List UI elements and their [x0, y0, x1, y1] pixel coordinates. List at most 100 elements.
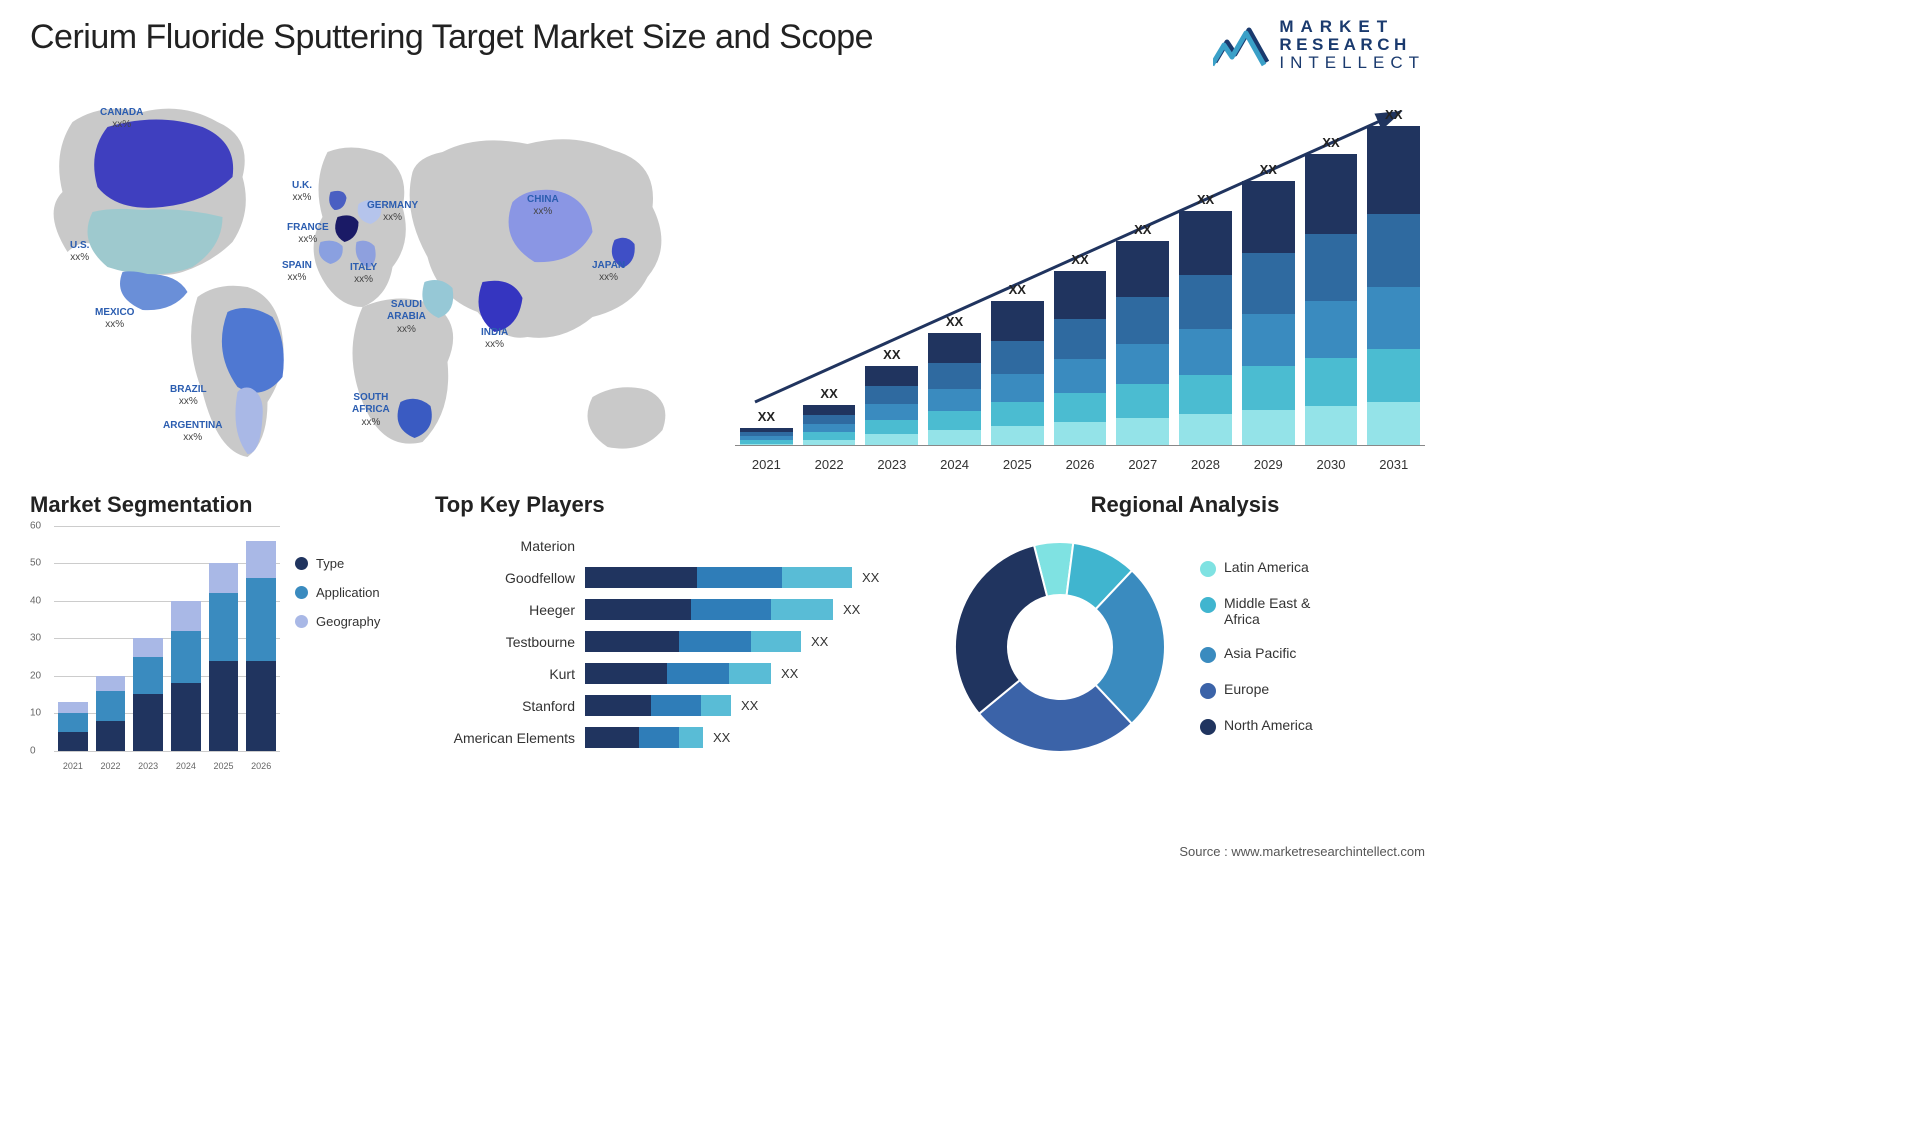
player-row: TestbourneXX: [435, 626, 925, 658]
regional-legend-item: Middle East &Africa: [1200, 595, 1313, 627]
forecast-bar: XX: [991, 282, 1044, 446]
seg-ytick: 20: [30, 670, 41, 681]
player-value: XX: [741, 698, 758, 713]
forecast-year-label: 2027: [1116, 457, 1169, 472]
seg-bar: [58, 702, 88, 751]
regional-legend-item: Latin America: [1200, 559, 1313, 577]
player-row: Stanford XX: [435, 690, 925, 722]
segmentation-chart: 202120222023202420252026 0102030405060: [30, 526, 280, 771]
player-name: Goodfellow: [435, 570, 585, 586]
seg-ytick: 30: [30, 633, 41, 644]
seg-year-label: 2026: [246, 761, 276, 771]
forecast-year-label: 2026: [1054, 457, 1107, 472]
seg-ytick: 0: [30, 745, 36, 756]
forecast-chart: XXXXXXXXXXXXXXXXXXXXXX 20212022202320242…: [735, 82, 1425, 472]
player-row: Materion: [435, 530, 925, 562]
forecast-bar: XX: [928, 314, 981, 446]
player-name: Kurt: [435, 666, 585, 682]
map-label: SAUDIARABIAxx%: [387, 299, 426, 337]
players-title: Top Key Players: [435, 492, 925, 518]
player-row: American ElementsXX: [435, 722, 925, 754]
seg-bar: [171, 601, 201, 751]
forecast-bar: XX: [1305, 135, 1358, 446]
player-value: XX: [713, 730, 730, 745]
forecast-year-label: 2024: [928, 457, 981, 472]
forecast-year-label: 2021: [740, 457, 793, 472]
page-title: Cerium Fluoride Sputtering Target Market…: [30, 18, 873, 57]
forecast-year-label: 2025: [991, 457, 1044, 472]
players-panel: Top Key Players Materion Goodfellow XX Heeg…: [435, 492, 925, 754]
map-label: CHINAxx%: [527, 194, 559, 219]
map-label: JAPANxx%: [592, 260, 625, 285]
player-bar: [585, 663, 771, 684]
player-name: Heeger: [435, 602, 585, 618]
player-value: XX: [862, 570, 879, 585]
player-row: Kurt XX: [435, 658, 925, 690]
regional-legend-item: Asia Pacific: [1200, 645, 1313, 663]
forecast-bar: XX: [1116, 222, 1169, 446]
map-label: SPAINxx%: [282, 260, 312, 285]
forecast-year-label: 2022: [803, 457, 856, 472]
map-label: INDIAxx%: [481, 327, 508, 352]
player-bar: [585, 695, 731, 716]
map-label: CANADAxx%: [100, 107, 143, 132]
regional-panel: Regional Analysis Latin America Middle Ea…: [945, 492, 1425, 762]
seg-bar: [133, 638, 163, 751]
segmentation-title: Market Segmentation: [30, 492, 415, 518]
seg-legend-item: Geography: [295, 614, 380, 629]
map-label: ARGENTINAxx%: [163, 420, 222, 445]
segmentation-legend: Type Application Geography: [295, 526, 380, 771]
seg-bar: [96, 676, 126, 751]
map-label: U.K.xx%: [292, 180, 312, 205]
source-text: Source : www.marketresearchintellect.com: [1179, 844, 1425, 859]
forecast-bar-label: XX: [1134, 222, 1151, 237]
map-label: ITALYxx%: [350, 262, 377, 287]
map-label: U.S.xx%: [70, 240, 89, 265]
seg-legend-item: Application: [295, 585, 380, 600]
map-label: MEXICOxx%: [95, 307, 134, 332]
forecast-year-label: 2023: [865, 457, 918, 472]
map-label: BRAZILxx%: [170, 384, 207, 409]
seg-bar: [209, 563, 239, 751]
forecast-bar: XX: [1054, 252, 1107, 446]
forecast-bar: XX: [1242, 162, 1295, 446]
forecast-year-label: 2028: [1179, 457, 1232, 472]
player-row: HeegerXX: [435, 594, 925, 626]
forecast-year-label: 2031: [1367, 457, 1420, 472]
player-row: Goodfellow XX: [435, 562, 925, 594]
regional-donut: [945, 532, 1175, 762]
world-map-chart: CANADAxx% U.S.xx% MEXICOxx% BRAZILxx% ARGENT…: [30, 82, 695, 472]
seg-legend-item: Type: [295, 556, 380, 571]
regional-title: Regional Analysis: [945, 492, 1425, 518]
map-label: GERMANYxx%: [367, 200, 418, 225]
map-label: FRANCExx%: [287, 222, 329, 247]
players-chart: MaterionGoodfellowXXHeegerXXTestbourneXX…: [435, 526, 925, 754]
player-name: Stanford: [435, 698, 585, 714]
regional-legend-item: North America: [1200, 717, 1313, 735]
logo-text-3: INTELLECT: [1279, 54, 1425, 72]
regional-legend: Latin America Middle East &Africa Asia Pac…: [1200, 559, 1313, 735]
forecast-bar: XX: [803, 386, 856, 446]
seg-ytick: 60: [30, 520, 41, 531]
forecast-bar: XX: [865, 347, 918, 446]
seg-year-label: 2023: [133, 761, 163, 771]
forecast-bar: XX: [740, 409, 793, 446]
forecast-bar: XX: [1367, 107, 1420, 446]
forecast-bar-label: XX: [1071, 252, 1088, 267]
forecast-bar-label: XX: [1009, 282, 1026, 297]
seg-ytick: 40: [30, 595, 41, 606]
player-bar: [585, 567, 852, 588]
seg-year-label: 2022: [96, 761, 126, 771]
logo-text-1: MARKET: [1279, 18, 1425, 36]
forecast-bar-label: XX: [1260, 162, 1277, 177]
forecast-bar-label: XX: [1197, 192, 1214, 207]
player-bar: [585, 599, 833, 620]
seg-bar: [246, 541, 276, 751]
seg-year-label: 2021: [58, 761, 88, 771]
player-value: XX: [781, 666, 798, 681]
brand-logo: MARKET RESEARCH INTELLECT: [1213, 18, 1425, 72]
player-value: XX: [811, 634, 828, 649]
forecast-bar-label: XX: [946, 314, 963, 329]
forecast-bar-label: XX: [758, 409, 775, 424]
forecast-year-label: 2030: [1305, 457, 1358, 472]
